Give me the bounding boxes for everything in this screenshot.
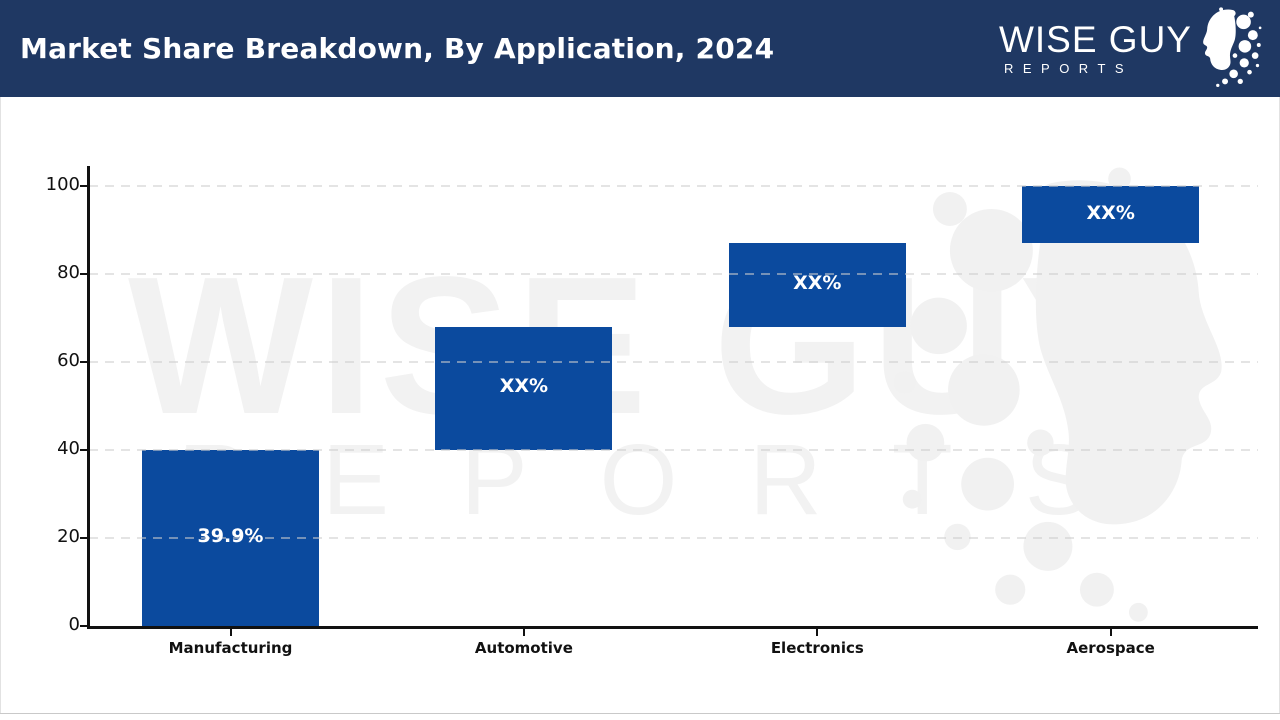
logo-subtitle: REPORTS (1003, 61, 1134, 76)
x-tick-label-automotive: Automotive (474, 639, 573, 657)
x-tick-electronics (816, 628, 819, 636)
x-tick-aerospace (1109, 628, 1112, 636)
gridline-100 (89, 185, 1258, 187)
wiseguy-logo: WISE GUY REPORTS (999, 0, 1274, 97)
gridline-40 (89, 449, 1258, 451)
y-tick-label-100: 100 (45, 174, 80, 195)
y-tick-label-0: 0 (68, 614, 80, 635)
x-tick-automotive (522, 628, 525, 636)
y-tick-100 (80, 185, 89, 187)
y-tick-label-80: 80 (57, 262, 80, 283)
bar-electronics (728, 243, 906, 327)
y-axis (87, 166, 90, 628)
y-tick-40 (80, 449, 89, 451)
logo-wordmark: WISE GUY (998, 19, 1192, 60)
bar-label-electronics: XX% (793, 272, 842, 294)
x-tick-label-manufacturing: Manufacturing (168, 639, 293, 657)
bottom-border (0, 713, 1280, 714)
x-tick-label-electronics: Electronics (770, 639, 864, 657)
header: Market Share Breakdown, By Application, … (0, 0, 1280, 97)
logo-head-icon (1203, 6, 1262, 87)
gridline-80 (89, 273, 1258, 275)
y-tick-label-40: 40 (57, 438, 80, 459)
watermark-head-icon (889, 167, 1222, 622)
y-tick-80 (80, 273, 89, 275)
x-tick-label-aerospace: Aerospace (1066, 639, 1155, 657)
y-tick-0 (80, 625, 89, 627)
bar-aerospace (1022, 186, 1200, 244)
y-tick-20 (80, 537, 89, 539)
y-tick-label-60: 60 (57, 350, 80, 371)
y-tick-label-20: 20 (57, 526, 80, 547)
bar-automotive (435, 326, 613, 450)
page-title: Market Share Breakdown, By Application, … (20, 32, 775, 65)
bar-label-aerospace: XX% (1086, 201, 1135, 224)
bar-label-manufacturing: 39.9% (197, 525, 264, 548)
y-tick-60 (80, 361, 89, 363)
bar-label-automotive: XX% (499, 375, 549, 398)
gridline-20 (89, 537, 1258, 539)
left-border (0, 97, 1, 714)
x-tick-manufacturing (229, 628, 232, 636)
logo-text: WISE GUY REPORTS (999, 21, 1192, 76)
gridline-60 (89, 361, 1258, 363)
x-axis (87, 626, 1258, 629)
